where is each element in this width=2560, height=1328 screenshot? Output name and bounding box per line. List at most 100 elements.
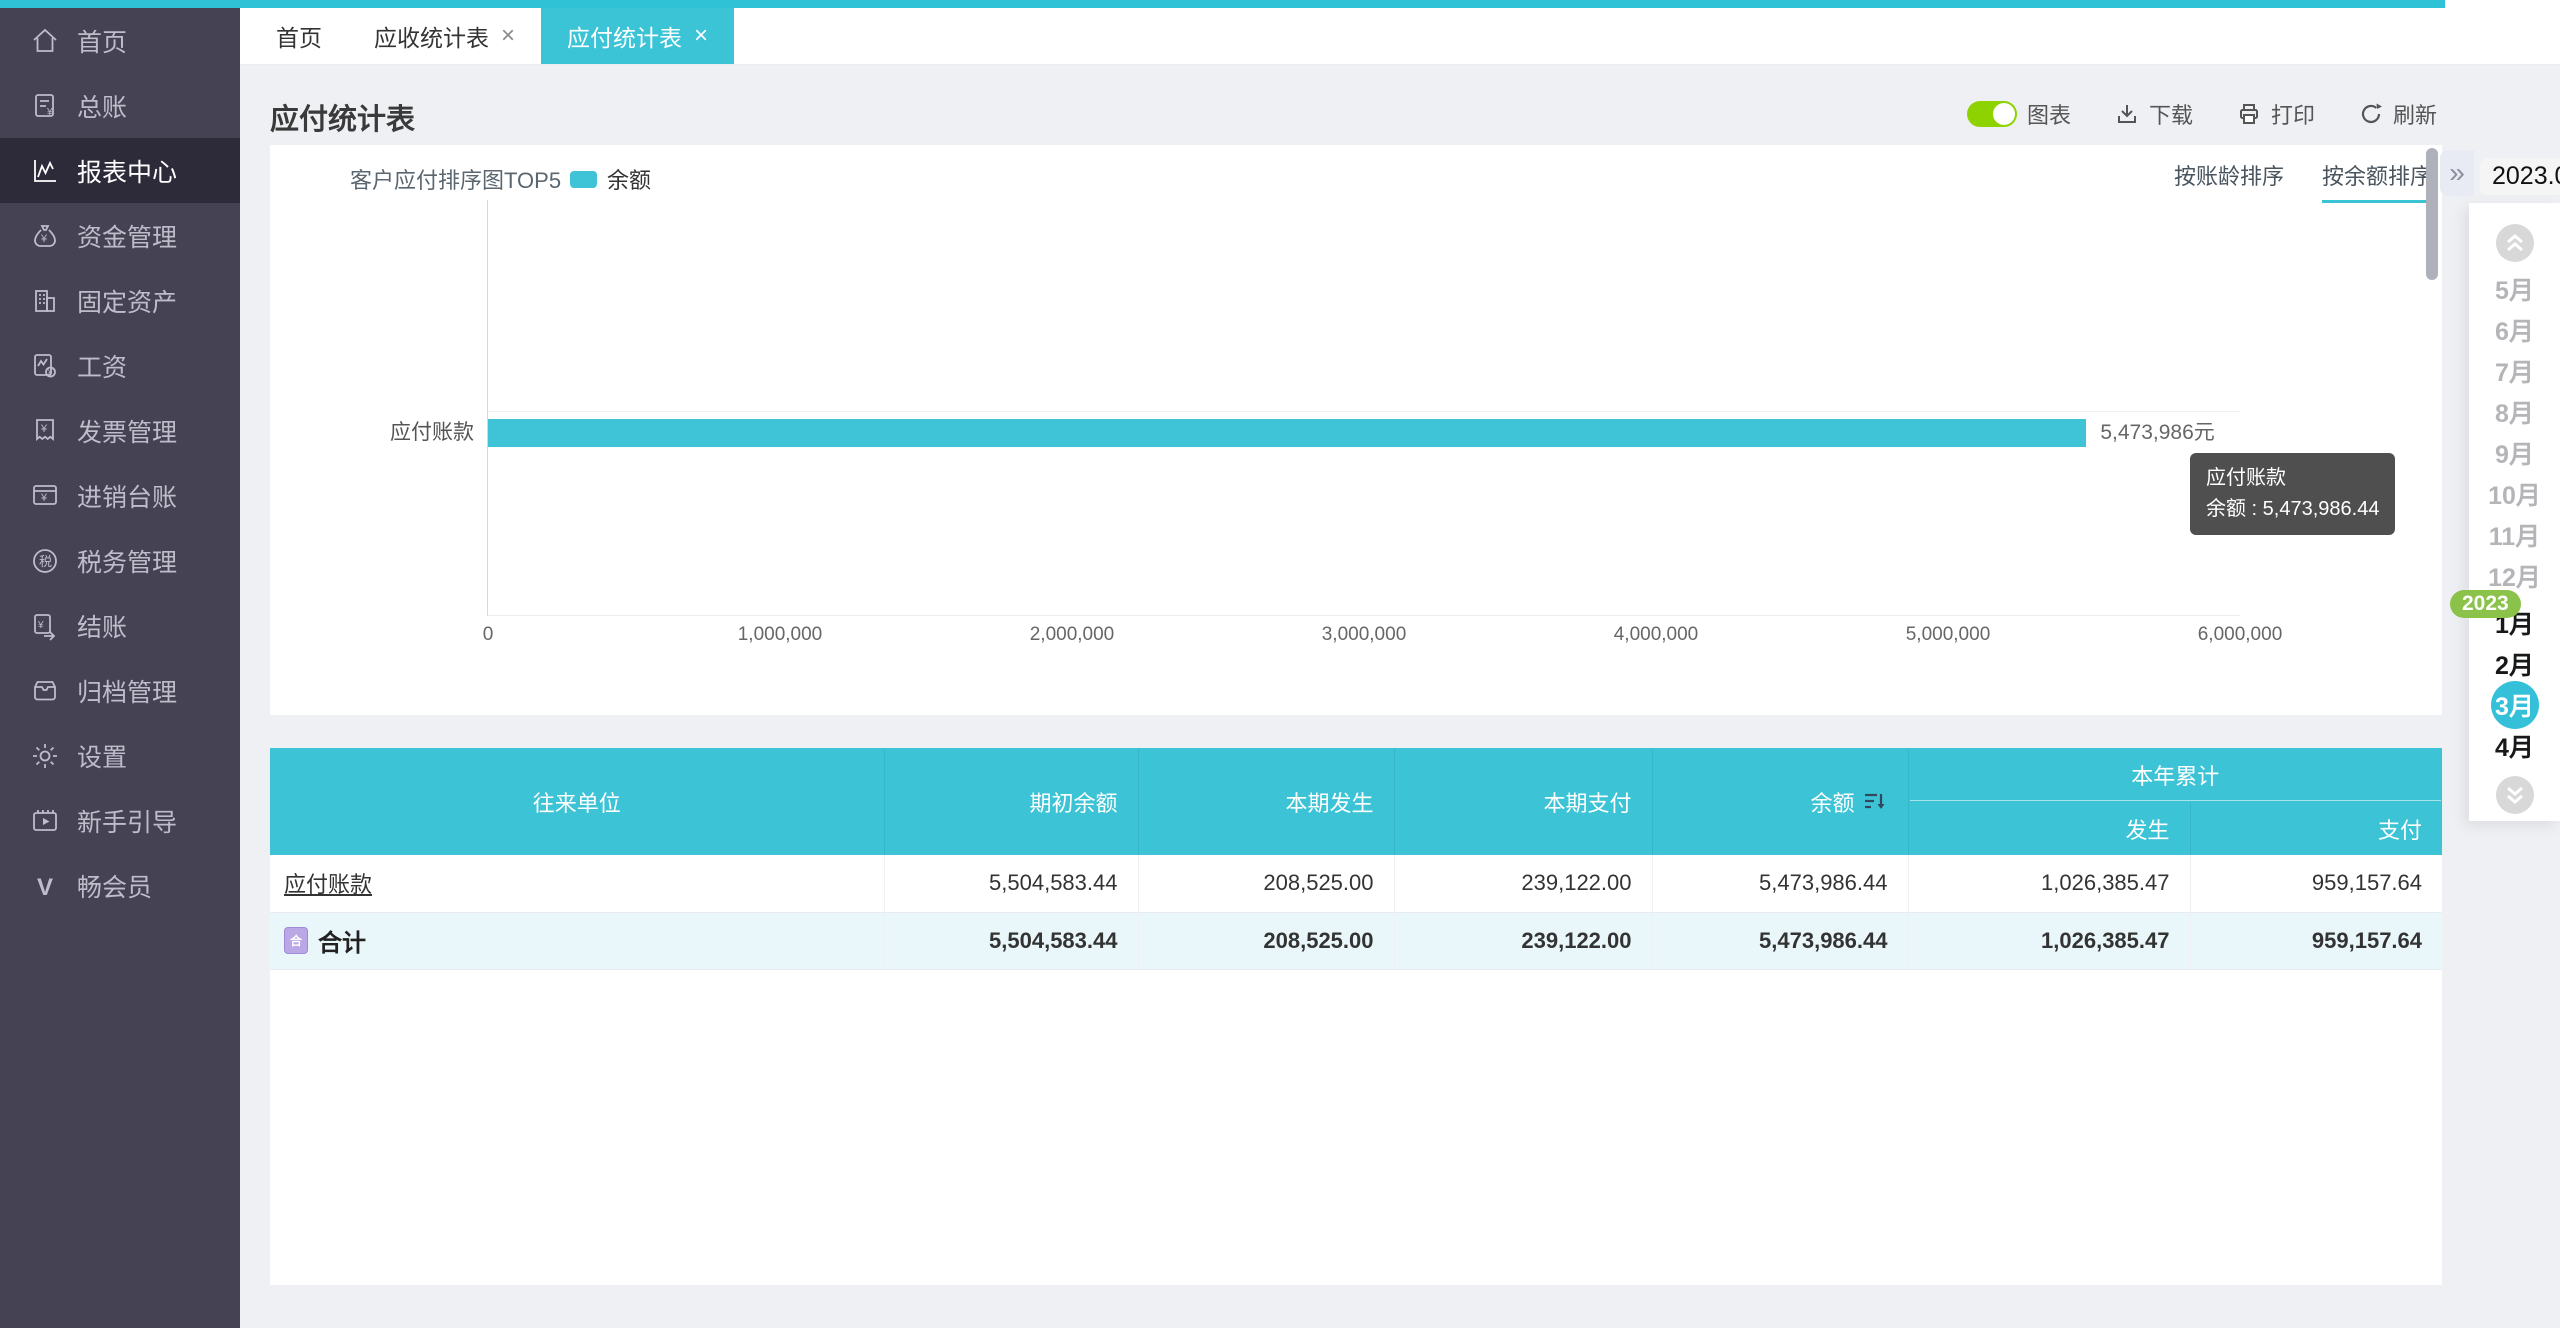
download-button[interactable]: 下载 [2115, 98, 2193, 130]
sidebar-item-label: 工资 [77, 353, 128, 382]
chart-legend[interactable]: 余额 [570, 163, 651, 195]
col-header-ytd-incurred[interactable]: 发生 [1908, 802, 2191, 855]
col-header-unit[interactable]: 往来单位 [270, 748, 885, 855]
chart-toggle[interactable]: 图表 [1966, 98, 2071, 130]
current-period-label: 2023.03 [2480, 158, 2560, 195]
x-tick: 4,000,000 [1613, 624, 1699, 645]
print-button[interactable]: 打印 [2237, 98, 2315, 130]
sidebar-item-tax[interactable]: 税 税务管理 [0, 528, 240, 593]
sidebar-item-invoice[interactable]: ¥ 发票管理 [0, 398, 240, 463]
chart-bar-value: 5,473,986元 [2100, 421, 2215, 444]
sort-descending-icon[interactable] [1863, 791, 1887, 813]
tab-2[interactable]: 应付统计表 × [541, 8, 735, 64]
sidebar-item-label: 报表中心 [77, 158, 178, 187]
month-label: 11月 [2488, 522, 2541, 551]
bar-chart-plot: 应付账款 5,473,986元 0 1,000,000 2,000,000 3,000… [390, 200, 2282, 645]
chart-sort-options: 按账龄排序 按余额排序 [2174, 159, 2432, 203]
sidebar-item-settings[interactable]: 设置 [0, 723, 240, 788]
sidebar-item-member[interactable]: V 畅会员 [0, 853, 240, 918]
sidebar-item-guide[interactable]: 新手引导 [0, 788, 240, 853]
month-label: 8月 [2495, 399, 2534, 428]
sidebar-item-label: 总账 [77, 93, 128, 122]
sidebar-item-label: 设置 [77, 743, 128, 772]
cell-value: 239,122.00 [1394, 855, 1653, 913]
closing-icon: ¥ [30, 611, 60, 641]
month-10月[interactable]: 10月 [2469, 473, 2560, 514]
month-label: 4月 [2495, 733, 2534, 762]
month-list: 5月 6月 7月 8月 9月 10月 11月 12月 1月 2月 3月 4月 [2469, 268, 2560, 766]
archive-icon [30, 676, 60, 706]
chart-x-axis: 0 1,000,000 2,000,000 3,000,000 4,000,000 5,0… [483, 624, 2283, 650]
collapse-panel-button[interactable]: » [2440, 150, 2474, 196]
tab-label: 首页 [276, 25, 322, 51]
total-cell-value: 5,504,583.44 [884, 912, 1139, 970]
sidebar-item-report[interactable]: 报表中心 [0, 138, 240, 203]
chart-title: 客户应付排序图TOP5 [350, 168, 562, 193]
cell-value: 5,473,986.44 [1652, 855, 1909, 913]
sidebar-item-inout[interactable]: ¥ 进销台账 [0, 463, 240, 528]
chart-bar[interactable] [488, 419, 2087, 447]
tooltip-value: 余额 : 5,473,986.44 [2206, 498, 2380, 520]
month-7月[interactable]: 7月 [2469, 350, 2560, 391]
col-header-balance[interactable]: 余额 [1652, 748, 1909, 855]
download-icon [2117, 105, 2136, 123]
table-total-row: 合合计 5,504,583.44 208,525.00 239,122.00 5,473… [270, 912, 2443, 970]
tab-close-icon[interactable]: × [694, 22, 709, 49]
chart-card: 客户应付排序图TOP5 余额 按账龄排序 按余额排序 应付账款 5,473,98… [270, 145, 2442, 715]
month-4月[interactable]: 4月 [2469, 725, 2560, 766]
sidebar-item-closing[interactable]: ¥ 结账 [0, 593, 240, 658]
sidebar-item-ledger[interactable]: ¥ 总账 [0, 73, 240, 138]
tab-1[interactable]: 应收统计表 × [348, 8, 541, 64]
month-6月[interactable]: 6月 [2469, 309, 2560, 350]
refresh-icon [2361, 103, 2382, 123]
month-label: 2月 [2495, 651, 2534, 680]
salary-icon: ¥ [30, 351, 60, 381]
scroll-up-button[interactable] [2495, 224, 2534, 262]
month-2月[interactable]: 2月 [2469, 643, 2560, 684]
month-label: 9月 [2495, 440, 2534, 469]
sidebar-item-home[interactable]: 首页 [0, 8, 240, 73]
col-header-current-incurred[interactable]: 本期发生 [1138, 748, 1395, 855]
legend-label: 余额 [607, 168, 652, 193]
sort-by-aging[interactable]: 按账龄排序 [2173, 164, 2284, 189]
member-icon: V [30, 871, 60, 901]
tax-icon: 税 [30, 546, 60, 576]
payable-table: 往来单位 期初余额 本期发生 本期支付 余额 [270, 748, 2443, 970]
tooltip-title: 应付账款 [2206, 467, 2286, 489]
sidebar-item-archive[interactable]: 归档管理 [0, 658, 240, 723]
month-3月[interactable]: 3月 [2469, 680, 2560, 729]
sidebar-item-asset[interactable]: 固定资产 [0, 268, 240, 333]
month-8月[interactable]: 8月 [2469, 391, 2560, 432]
month-11月[interactable]: 11月 [2469, 514, 2560, 555]
calculator-icon: 合 [284, 927, 308, 954]
col-header-current-paid[interactable]: 本期支付 [1394, 748, 1653, 855]
month-label: 10月 [2488, 481, 2541, 510]
sidebar-item-label: 新手引导 [77, 808, 178, 837]
toggle-on-icon[interactable] [1966, 101, 2017, 127]
chart-tooltip: 应付账款 余额 : 5,473,986.44 [2190, 453, 2396, 535]
sidebar-item-fund[interactable]: ¥ 资金管理 [0, 203, 240, 268]
page-scrollbar[interactable] [2426, 148, 2438, 280]
tab-0[interactable]: 首页 [250, 8, 348, 64]
tab-list: 首页 应收统计表 × 应付统计表 × [250, 8, 735, 64]
col-header-ytd-paid[interactable]: 支付 [2190, 802, 2443, 855]
sidebar-menu: 首页 ¥ 总账 报表中心 ¥ 资金管理 固定资产 ¥ 工资 ¥ 发票管理 ¥ 进销台账税 税务管理 ¥ 结账归… [0, 8, 240, 918]
row-link-0[interactable]: 应付账款 [284, 872, 373, 898]
month-9月[interactable]: 9月 [2469, 432, 2560, 473]
settings-icon [30, 741, 60, 771]
sidebar-item-label: 结账 [77, 613, 128, 642]
chart-gridline [488, 411, 2240, 412]
refresh-button[interactable]: 刷新 [2359, 98, 2437, 130]
scroll-down-button[interactable] [2495, 776, 2534, 814]
download-label: 下载 [2148, 103, 2193, 128]
col-header-opening-balance[interactable]: 期初余额 [884, 748, 1139, 855]
total-cell-value: 1,026,385.47 [1908, 912, 2191, 970]
month-12月[interactable]: 12月 [2469, 555, 2560, 596]
year-badge: 2023 [2450, 590, 2521, 618]
tab-close-icon[interactable]: × [501, 22, 516, 49]
svg-text:¥: ¥ [37, 620, 44, 631]
sidebar-item-salary[interactable]: ¥ 工资 [0, 333, 240, 398]
svg-text:税: 税 [39, 554, 52, 569]
month-5月[interactable]: 5月 [2469, 268, 2560, 309]
sort-by-balance[interactable]: 按余额排序 [2321, 159, 2432, 203]
